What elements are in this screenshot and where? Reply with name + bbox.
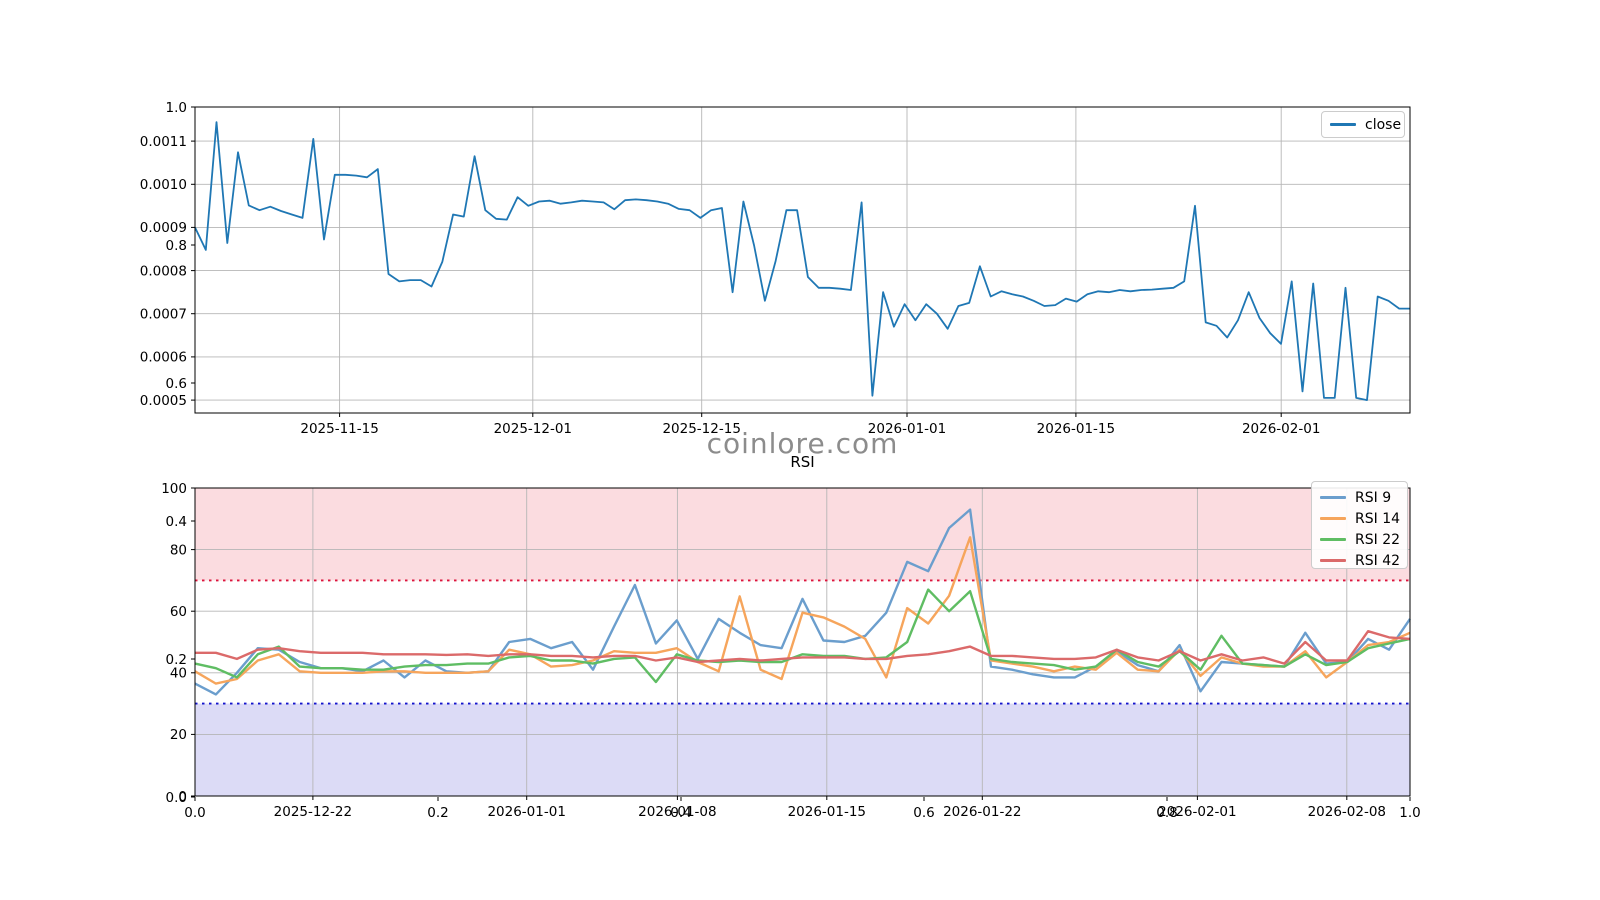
y-tick-label: 0.0005 [140, 393, 187, 409]
series-close [194, 121, 1410, 402]
rsi22-line-sample [1320, 538, 1346, 541]
legend-close: close [1321, 111, 1405, 138]
y-tick-label: 0.0009 [140, 220, 187, 236]
legend-rsi: RSI 9 RSI 14 RSI 22 RSI 42 [1311, 481, 1408, 569]
y-tick-label: 20 [170, 727, 187, 743]
rsi42-line-sample [1320, 559, 1346, 562]
series-rsi-42 [195, 630, 1411, 665]
x-tick-label: 2025-12-15 [662, 421, 740, 437]
x-tick-label: 2026-01-08 [638, 804, 716, 820]
x-tick-label: 2025-12-22 [274, 804, 352, 820]
parent-x-tick-label: 0.2 [427, 805, 448, 821]
parent-x-tick-label: 0.4 [670, 805, 691, 821]
parent-x-tick-label: 1.0 [1399, 805, 1420, 821]
y-tick-label: 80 [170, 542, 187, 558]
legend-entry-rsi9: RSI 9 [1320, 487, 1407, 508]
y-tick-label: 0.0010 [140, 177, 187, 193]
y-tick-label: 60 [170, 604, 187, 620]
x-tick-label: 2025-12-01 [494, 421, 572, 437]
x-tick-label: 2026-01-01 [487, 804, 565, 820]
rsi14-line-sample [1320, 517, 1346, 520]
watermark: coinlore.com [706, 427, 899, 460]
y-tick-label: 40 [170, 666, 187, 682]
axes-frame [194, 487, 1411, 797]
series-rsi-14 [194, 536, 1411, 685]
x-tick-label: 2026-01-15 [1037, 421, 1115, 437]
legend-entry-rsi42: RSI 42 [1320, 550, 1407, 571]
y-tick-label: 0.0006 [140, 350, 187, 366]
legend-label-rsi42: RSI 42 [1355, 552, 1401, 569]
band [195, 703, 1410, 796]
parent-x-tick-label: 0.0 [184, 805, 205, 821]
rsi9-line-sample [1320, 496, 1346, 499]
close-line-sample [1330, 123, 1356, 126]
band [195, 488, 1410, 581]
y-tick-label: 0 [178, 789, 187, 805]
legend-label-close: close [1365, 116, 1402, 133]
legend-label-rsi14: RSI 14 [1355, 510, 1401, 527]
rsi-chart-title: RSI [790, 453, 815, 471]
parent-y-tick-label: 0.0 [166, 790, 187, 806]
axes-frame [194, 106, 1411, 414]
parent-y-tick-label: 0.4 [166, 514, 187, 530]
parent-x-tick-label: 0.8 [1156, 805, 1177, 821]
x-tick-label: 2026-01-22 [943, 804, 1021, 820]
x-tick-label: 2025-11-15 [300, 421, 378, 437]
legend-label-rsi22: RSI 22 [1355, 531, 1401, 548]
parent-y-tick-label: 1.0 [166, 100, 187, 116]
y-tick-label: 0.0011 [140, 134, 187, 150]
x-tick-label: 2026-01-15 [788, 804, 866, 820]
legend-entry-rsi14: RSI 14 [1320, 508, 1407, 529]
series-rsi-22 [194, 588, 1411, 684]
legend-entry-close: close [1330, 114, 1401, 135]
x-tick-label: 2026-02-08 [1308, 804, 1386, 820]
parent-y-tick-label: 0.6 [166, 376, 187, 392]
legend-label-rsi9: RSI 9 [1355, 489, 1392, 506]
parent-y-tick-label: 0.8 [166, 238, 187, 254]
x-tick-label: 2026-02-01 [1242, 421, 1320, 437]
parent-x-tick-label: 0.6 [913, 805, 934, 821]
y-tick-label: 0.0007 [140, 307, 187, 323]
parent-y-tick-label: 0.2 [166, 652, 187, 668]
x-tick-label: 2026-02-01 [1158, 804, 1236, 820]
y-tick-label: 0.0008 [140, 263, 187, 279]
y-tick-label: 100 [161, 481, 187, 497]
x-tick-label: 2026-01-01 [868, 421, 946, 437]
legend-entry-rsi22: RSI 22 [1320, 529, 1407, 550]
